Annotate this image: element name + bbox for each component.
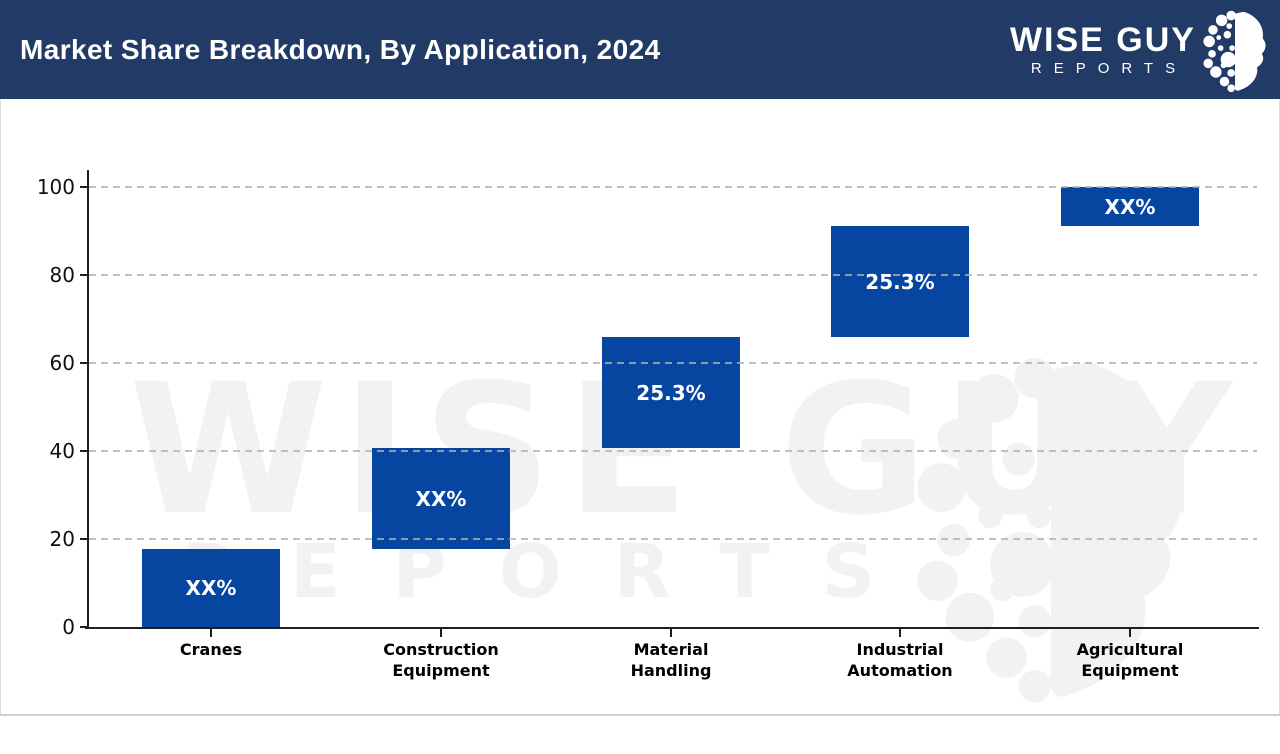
x-tick-4	[1129, 629, 1131, 637]
bar-value-label: XX%	[415, 487, 467, 511]
bar-0	[142, 549, 280, 627]
gridline-100	[89, 186, 1257, 188]
bar-1	[372, 448, 510, 549]
y-tick-label: 60	[49, 351, 75, 375]
x-category-label: Industrial Automation	[847, 640, 953, 680]
x-tick-0	[210, 629, 212, 637]
y-tick-100	[80, 186, 89, 188]
watermark-text-2: REPORTS	[181, 529, 928, 615]
x-category-label: Agricultural Equipment	[1076, 640, 1184, 680]
x-tick-3	[899, 629, 901, 637]
y-tick-0	[80, 626, 89, 628]
head-silhouette-icon	[1203, 10, 1266, 92]
bar-value-label: XX%	[1104, 195, 1156, 219]
bar-value-label: XX%	[185, 576, 237, 600]
brand-subname: REPORTS	[1030, 60, 1188, 77]
x-tick-1	[440, 629, 442, 637]
watermark-head-icon	[917, 357, 1181, 703]
bar-value-label: 25.3%	[636, 381, 706, 405]
brand-name: WISE GUY	[1009, 21, 1196, 59]
gridline-40	[89, 450, 1257, 452]
gridline-60	[89, 362, 1257, 364]
x-category-label: Cranes	[179, 640, 243, 659]
bar-3	[831, 226, 969, 337]
gridline-20	[89, 538, 1257, 540]
page-title: Market Share Breakdown, By Application, …	[20, 33, 661, 65]
y-tick-label: 100	[36, 175, 75, 199]
y-tick-label: 80	[49, 263, 75, 287]
y-axis-line	[87, 170, 89, 629]
brand-logo: WISE GUY REPORTS	[1010, 6, 1272, 94]
header-bar: Market Share Breakdown, By Application, …	[0, 0, 1280, 99]
page: Market Share Breakdown, By Application, …	[0, 0, 1280, 716]
bar-4	[1061, 187, 1199, 226]
y-tick-60	[80, 362, 89, 364]
y-tick-20	[80, 538, 89, 540]
bar-2	[602, 337, 740, 448]
x-category-label: Material Handling	[630, 640, 712, 680]
x-category-label: Construction Equipment	[383, 640, 499, 680]
y-tick-80	[80, 274, 89, 276]
bar-value-label: 25.3%	[865, 270, 935, 294]
y-tick-label: 20	[49, 527, 75, 551]
brand-logo-text: WISE GUY REPORTS	[1010, 23, 1196, 76]
y-tick-label: 40	[49, 439, 75, 463]
gridline-80	[89, 274, 1257, 276]
y-tick-40	[80, 450, 89, 452]
bottom-divider	[0, 714, 1280, 716]
x-tick-2	[670, 629, 672, 637]
x-axis-line	[85, 627, 1259, 629]
y-tick-label: 0	[62, 615, 75, 639]
